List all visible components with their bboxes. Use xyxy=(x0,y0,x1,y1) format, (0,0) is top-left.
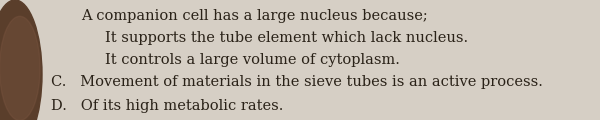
Text: It controls a large volume of cytoplasm.: It controls a large volume of cytoplasm. xyxy=(105,53,400,67)
Text: A companion cell has a large nucleus because;: A companion cell has a large nucleus bec… xyxy=(81,9,428,23)
Text: D.   Of its high metabolic rates.: D. Of its high metabolic rates. xyxy=(51,99,283,113)
Ellipse shape xyxy=(0,0,42,120)
Text: It supports the tube element which lack nucleus.: It supports the tube element which lack … xyxy=(105,31,468,45)
Ellipse shape xyxy=(0,16,40,120)
Text: C.   Movement of materials in the sieve tubes is an active process.: C. Movement of materials in the sieve tu… xyxy=(51,75,543,89)
